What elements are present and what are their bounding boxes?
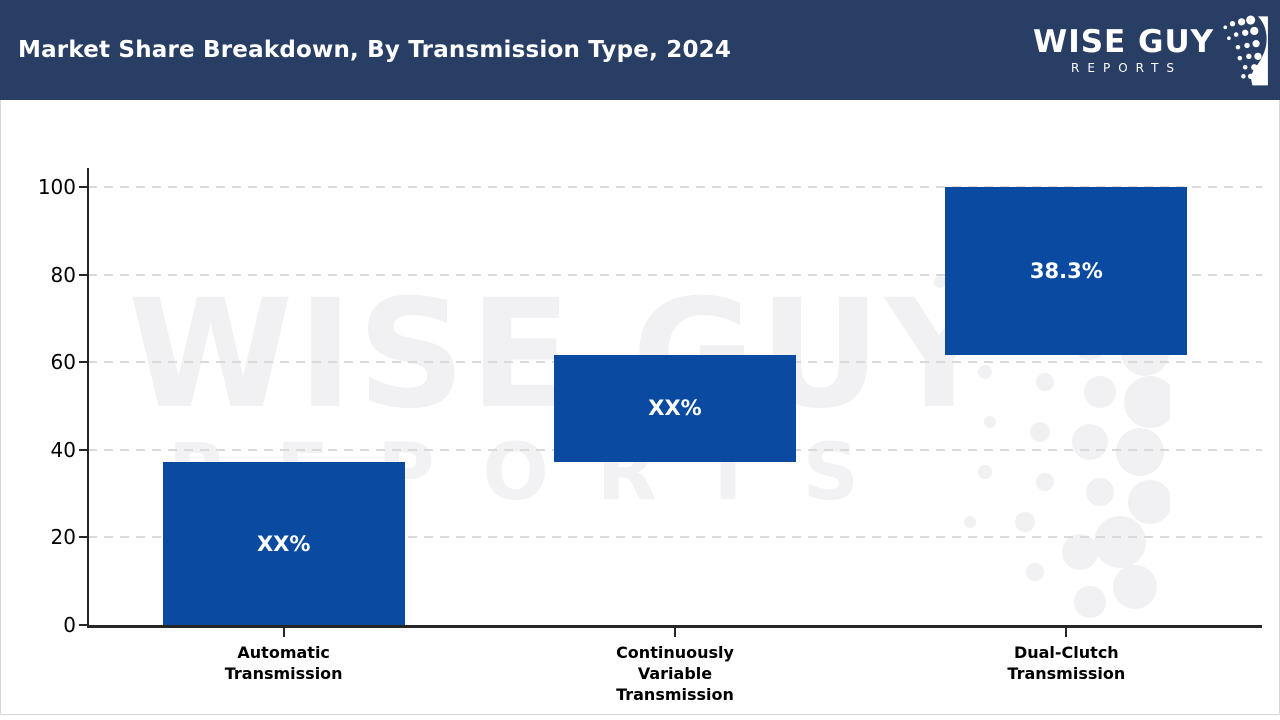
header-bar: Market Share Breakdown, By Transmission … — [0, 0, 1280, 100]
x-category-label: Automatic Transmission — [124, 642, 444, 684]
x-category-label-line: Dual-Clutch — [1013, 643, 1119, 662]
y-tick-label: 80 — [50, 262, 76, 287]
x-tick-mark — [674, 628, 676, 637]
y-tick-label: 100 — [37, 175, 76, 199]
y-tick-mark — [79, 361, 88, 364]
bar-segment: XX% — [554, 354, 796, 463]
x-category-label-line: Transmission — [616, 685, 734, 704]
y-tick-label: 60 — [50, 350, 76, 375]
y-tick-mark — [79, 186, 88, 188]
x-category-label-line: Automatic — [237, 643, 330, 662]
bar-segment: XX% — [162, 462, 405, 625]
logo-text: WISE GUY REPORTS — [1033, 23, 1215, 75]
x-category-label-line: Continuously — [616, 643, 734, 662]
x-category-label: Dual-Clutch Transmission — [906, 642, 1226, 684]
y-tick-label: 40 — [50, 437, 76, 462]
y-tick-mark — [79, 273, 88, 276]
x-category-label: Continuously Variable Transmission — [515, 642, 835, 705]
logo-wordmark: WISE GUY — [1033, 23, 1215, 60]
x-tick-mark — [282, 628, 285, 637]
x-category-label-line: Variable — [637, 664, 713, 683]
wiseguy-logo: WISE GUY REPORTS — [1033, 8, 1268, 92]
y-tick-label: 0 — [63, 613, 76, 637]
y-axis-line — [87, 168, 89, 628]
x-axis-line — [87, 625, 1262, 628]
wiseguy-head-icon — [1223, 15, 1268, 86]
bar-segment: 38.3% — [945, 187, 1188, 355]
page-title: Market Share Breakdown, By Transmission … — [18, 37, 732, 63]
x-category-label-line: Transmission — [224, 664, 343, 683]
gridline-20 — [88, 536, 1262, 539]
gridline-100 — [88, 186, 1262, 188]
logo-subtitle: REPORTS — [1071, 60, 1183, 75]
bar-value-label: 38.3% — [1029, 258, 1103, 283]
y-tick-mark — [79, 624, 88, 626]
bar-value-label: XX% — [256, 531, 311, 556]
x-category-label-line: Transmission — [1007, 664, 1126, 683]
x-tick-mark — [1065, 628, 1068, 637]
y-tick-mark — [79, 536, 88, 539]
y-tick-mark — [79, 448, 88, 451]
bar-value-label: XX% — [648, 396, 702, 421]
gridline-80 — [88, 273, 1262, 276]
y-tick-label: 20 — [50, 525, 76, 550]
